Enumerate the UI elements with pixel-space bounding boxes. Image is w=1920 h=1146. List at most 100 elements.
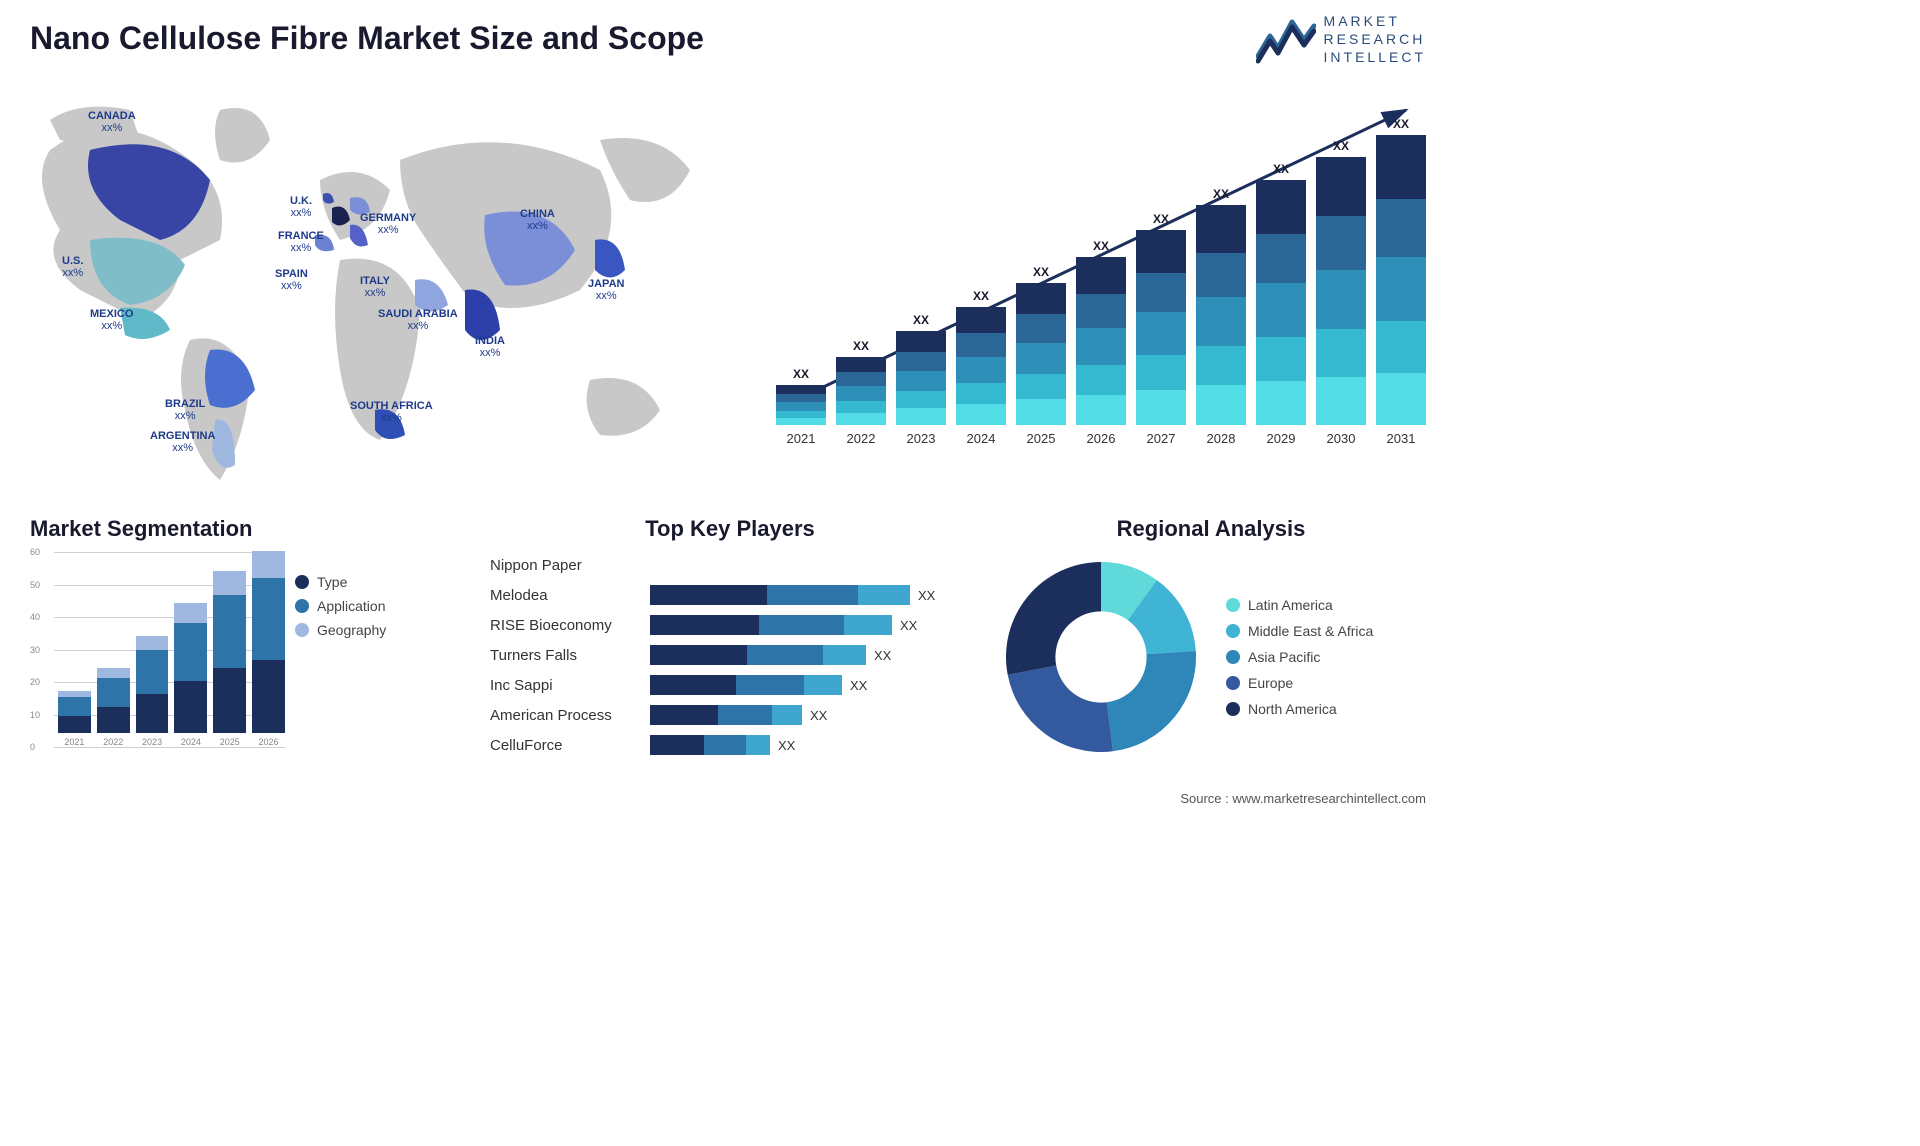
bar-segment: [1076, 294, 1126, 328]
region-legend-item: Asia Pacific: [1226, 649, 1373, 665]
bar-segment: [836, 372, 886, 386]
legend-label: Application: [317, 598, 386, 614]
seg-ytick: 50: [30, 580, 40, 590]
growth-bar-value: XX: [793, 367, 809, 381]
growth-bar-2024: XX2024: [956, 289, 1006, 446]
regional-title: Regional Analysis: [996, 516, 1426, 542]
player-row: Nippon Paper: [490, 552, 970, 578]
player-name: American Process: [490, 707, 650, 724]
bar-segment: [1256, 283, 1306, 337]
bar-segment: [1196, 297, 1246, 345]
map-label-u-k-: U.K.xx%: [290, 195, 312, 219]
seg-ytick: 10: [30, 710, 40, 720]
key-players-title: Top Key Players: [490, 516, 970, 542]
bar-segment: [1076, 365, 1126, 395]
player-name: RISE Bioeconomy: [490, 617, 650, 634]
bar-segment: [1256, 234, 1306, 283]
growth-bar-value: XX: [1153, 212, 1169, 226]
segmentation-section: Market Segmentation 20212022202320242025…: [30, 516, 430, 776]
segmentation-title: Market Segmentation: [30, 516, 430, 542]
player-value: XX: [918, 588, 935, 603]
bar-segment: [1376, 321, 1426, 373]
legend-dot: [1226, 598, 1240, 612]
growth-bar-value: XX: [1393, 117, 1409, 131]
bar-segment: [1076, 395, 1126, 425]
bar-segment: [1016, 399, 1066, 425]
bar-segment: [1376, 135, 1426, 199]
map-label-u-s-: U.S.xx%: [62, 255, 83, 279]
logo-line3: INTELLECT: [1324, 48, 1426, 66]
bar-segment: [1316, 329, 1366, 377]
bar-segment: [836, 413, 886, 425]
player-row: Melodea XX: [490, 582, 970, 608]
player-name: Inc Sappi: [490, 677, 650, 694]
growth-bar-chart: XX2021XX2022XX2023XX2024XX2025XX2026XX20…: [776, 100, 1426, 470]
player-name: CelluForce: [490, 737, 650, 754]
seg-legend-item: Geography: [295, 622, 386, 638]
growth-bar-value: XX: [1273, 162, 1289, 176]
player-bar: [650, 645, 866, 665]
growth-bar-year: 2027: [1147, 431, 1176, 446]
map-label-spain: SPAINxx%: [275, 268, 308, 292]
regional-legend: Latin America Middle East & Africa Asia Pa…: [1226, 587, 1373, 727]
growth-bar-year: 2029: [1267, 431, 1296, 446]
bar-segment: [896, 408, 946, 425]
donut-slice: [1008, 666, 1113, 752]
legend-dot: [295, 599, 309, 613]
bar-segment: [1136, 355, 1186, 390]
bar-segment: [836, 401, 886, 413]
seg-bar-year: 2023: [142, 737, 162, 747]
growth-bar-2029: XX 2029: [1256, 162, 1306, 446]
player-bar: [650, 585, 910, 605]
seg-legend-item: Application: [295, 598, 386, 614]
seg-ytick: 40: [30, 612, 40, 622]
bar-segment: [956, 307, 1006, 333]
bar-segment: [1136, 273, 1186, 312]
growth-bar-year: 2028: [1207, 431, 1236, 446]
player-value: XX: [778, 738, 795, 753]
seg-bar-2022: 2022: [97, 668, 130, 747]
legend-dot: [295, 623, 309, 637]
map-label-germany: GERMANYxx%: [360, 212, 416, 236]
map-label-canada: CANADAxx%: [88, 110, 136, 134]
legend-dot: [1226, 702, 1240, 716]
growth-bar-value: XX: [853, 339, 869, 353]
player-row: Inc SappiXX: [490, 672, 970, 698]
bar-segment: [1256, 180, 1306, 234]
seg-bar-year: 2025: [220, 737, 240, 747]
regional-donut-chart: [996, 552, 1206, 762]
growth-bar-2021: XX 2021: [776, 367, 826, 446]
player-name: Turners Falls: [490, 647, 650, 664]
growth-bar-year: 2021: [787, 431, 816, 446]
bar-segment: [1016, 314, 1066, 342]
bar-segment: [1196, 385, 1246, 425]
region-legend-item: Latin America: [1226, 597, 1373, 613]
growth-bar-2025: XX2025: [1016, 265, 1066, 446]
legend-label: North America: [1248, 701, 1337, 717]
growth-bar-2023: XX2023: [896, 313, 946, 446]
bar-segment: [896, 331, 946, 352]
bar-segment: [836, 357, 886, 372]
player-row: Turners FallsXX: [490, 642, 970, 668]
growth-bar-value: XX: [1033, 265, 1049, 279]
logo-line2: RESEARCH: [1324, 30, 1426, 48]
segmentation-chart: 202120222023202420252026 0102030405060: [30, 552, 285, 767]
bar-segment: [1316, 157, 1366, 216]
player-name: Nippon Paper: [490, 557, 650, 574]
bar-segment: [836, 386, 886, 401]
seg-bar-2024: 2024: [174, 603, 207, 747]
player-bar: [650, 735, 770, 755]
seg-ytick: 20: [30, 677, 40, 687]
legend-label: Middle East & Africa: [1248, 623, 1373, 639]
donut-slice: [1006, 562, 1101, 675]
region-legend-item: Middle East & Africa: [1226, 623, 1373, 639]
bar-segment: [956, 357, 1006, 383]
map-label-japan: JAPANxx%: [588, 278, 624, 302]
bar-segment: [776, 411, 826, 418]
legend-dot: [1226, 650, 1240, 664]
bar-segment: [1136, 312, 1186, 355]
bar-segment: [1256, 337, 1306, 381]
legend-label: Type: [317, 574, 347, 590]
player-name: Melodea: [490, 587, 650, 604]
regional-section: Regional Analysis Latin America Middle Ea…: [996, 516, 1426, 776]
